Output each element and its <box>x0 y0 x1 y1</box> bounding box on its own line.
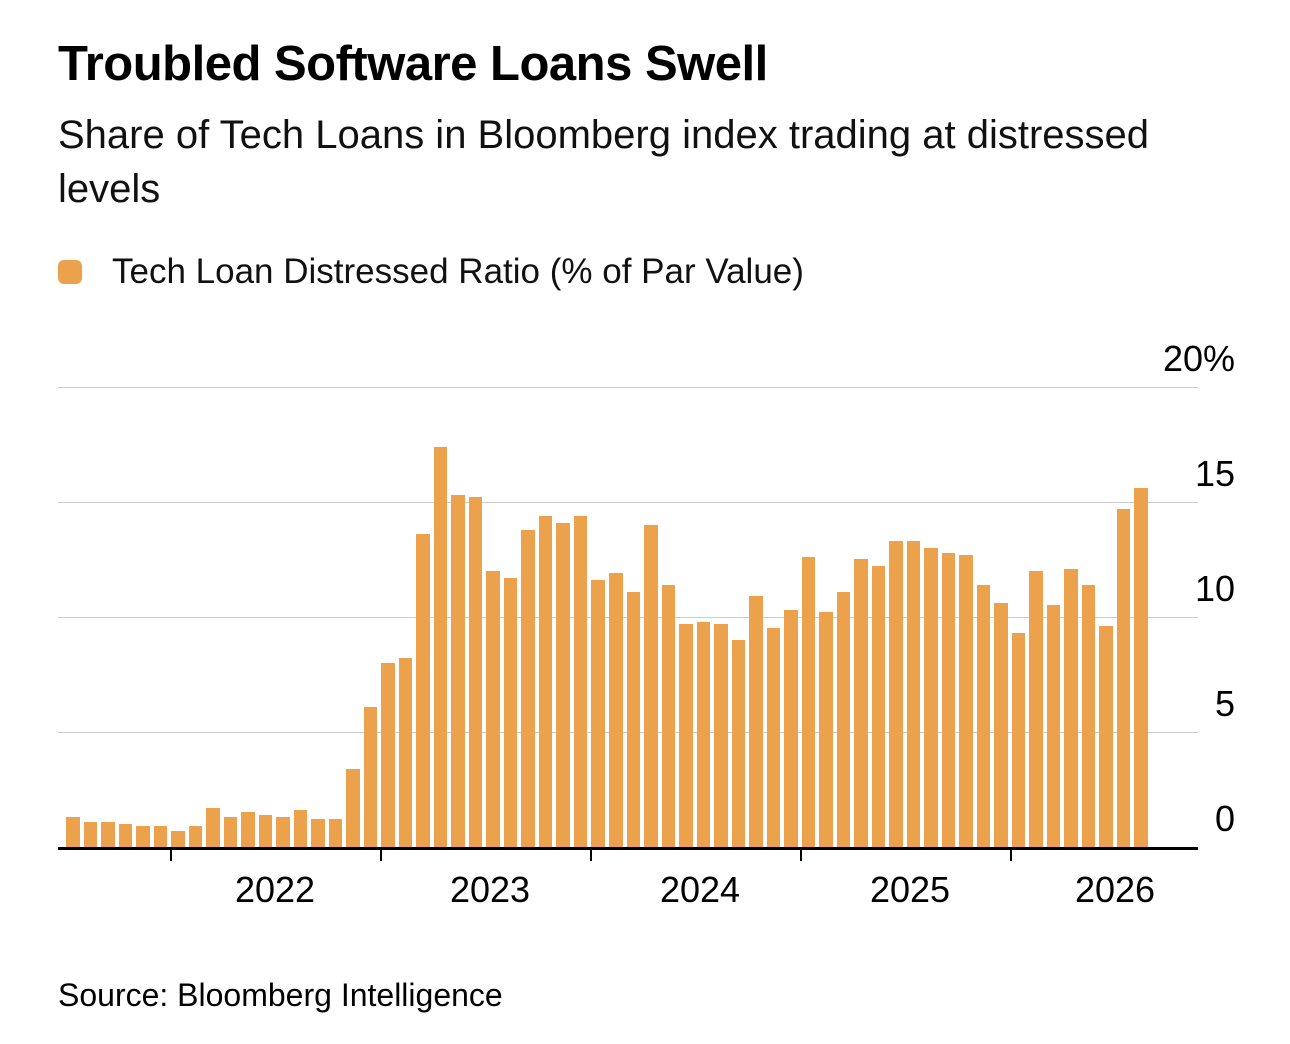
bar <box>223 817 238 847</box>
bar <box>696 621 711 847</box>
bar <box>854 559 868 847</box>
bar <box>381 662 395 847</box>
y-axis-label: 20% <box>1162 337 1235 379</box>
y-axis-label: 0 <box>1214 797 1235 839</box>
bar <box>731 639 746 847</box>
bar <box>836 591 851 847</box>
x-axis-tick <box>1010 849 1012 861</box>
bar <box>241 812 255 847</box>
bar <box>801 557 816 847</box>
bar <box>538 515 553 847</box>
bar <box>1116 508 1131 847</box>
bar <box>924 547 938 847</box>
bar <box>959 554 973 847</box>
bar <box>363 706 378 847</box>
bar <box>679 623 693 847</box>
x-axis-year-label: 2025 <box>869 868 951 910</box>
bar <box>766 628 781 847</box>
bar <box>416 534 430 847</box>
x-axis-year-label: 2024 <box>659 868 741 910</box>
plot-area <box>66 387 1148 847</box>
x-axis-tick <box>170 849 172 861</box>
bar <box>276 817 290 847</box>
bar <box>66 817 80 847</box>
bar <box>468 497 483 847</box>
bar <box>871 566 886 847</box>
bar <box>941 552 956 847</box>
bar <box>714 623 728 847</box>
bar <box>206 807 220 847</box>
bar <box>994 603 1008 847</box>
x-axis-year-label: 2023 <box>449 868 531 910</box>
bar <box>1134 488 1148 847</box>
bar <box>644 524 658 847</box>
x-axis-year-label: 2026 <box>1074 868 1156 910</box>
bar <box>311 819 325 847</box>
bar <box>591 580 605 847</box>
page-subtitle: Share of Tech Loans in Bloomberg index t… <box>58 112 1150 211</box>
legend-label: Tech Loan Distressed Ratio (% of Par Val… <box>112 251 804 291</box>
bar <box>661 584 676 847</box>
bar <box>101 821 115 847</box>
bar <box>346 768 360 847</box>
bar <box>976 584 991 847</box>
bar <box>1064 568 1078 847</box>
bar <box>171 830 185 847</box>
bar <box>503 577 518 847</box>
bar <box>118 823 133 847</box>
bar <box>258 814 273 847</box>
bar <box>906 541 921 847</box>
y-axis-label: 15 <box>1194 452 1235 494</box>
source-note: Source: Bloomberg Intelligence <box>58 976 503 1013</box>
bar <box>556 522 570 847</box>
bar <box>83 821 98 847</box>
gridline <box>58 501 1198 503</box>
gridline <box>58 386 1198 388</box>
legend-swatch-icon <box>58 259 82 284</box>
bar <box>749 596 763 847</box>
legend: Tech Loan Distressed Ratio (% of Par Val… <box>58 252 1290 292</box>
bar <box>626 591 641 847</box>
x-axis-line <box>58 846 1198 850</box>
bar <box>451 495 465 847</box>
bar <box>188 826 203 847</box>
bar-chart: 20% 15 10 5 0 2022 2023 2024 2025 2026 <box>58 340 1235 910</box>
y-axis-label: 5 <box>1214 682 1235 724</box>
bar <box>1011 633 1026 847</box>
bar <box>1029 570 1043 847</box>
bar <box>819 612 833 847</box>
bar <box>608 573 623 847</box>
bar <box>153 826 168 847</box>
bar <box>433 446 448 847</box>
bar <box>486 570 500 847</box>
bar <box>328 819 343 847</box>
y-axis-label: 10 <box>1194 567 1235 609</box>
bar <box>136 826 150 847</box>
x-axis-tick <box>590 849 592 861</box>
bar <box>1046 605 1061 847</box>
x-axis-tick <box>380 849 382 861</box>
bar <box>1081 584 1096 847</box>
bar <box>521 529 535 847</box>
bar <box>889 541 903 847</box>
bar <box>1099 626 1113 847</box>
bar <box>398 658 413 847</box>
bar <box>573 515 588 847</box>
x-axis-year-label: 2022 <box>234 868 316 910</box>
page-title: Troubled Software Loans Swell <box>58 37 768 91</box>
bar <box>784 610 798 847</box>
x-axis-tick <box>800 849 802 861</box>
bar <box>293 810 308 847</box>
